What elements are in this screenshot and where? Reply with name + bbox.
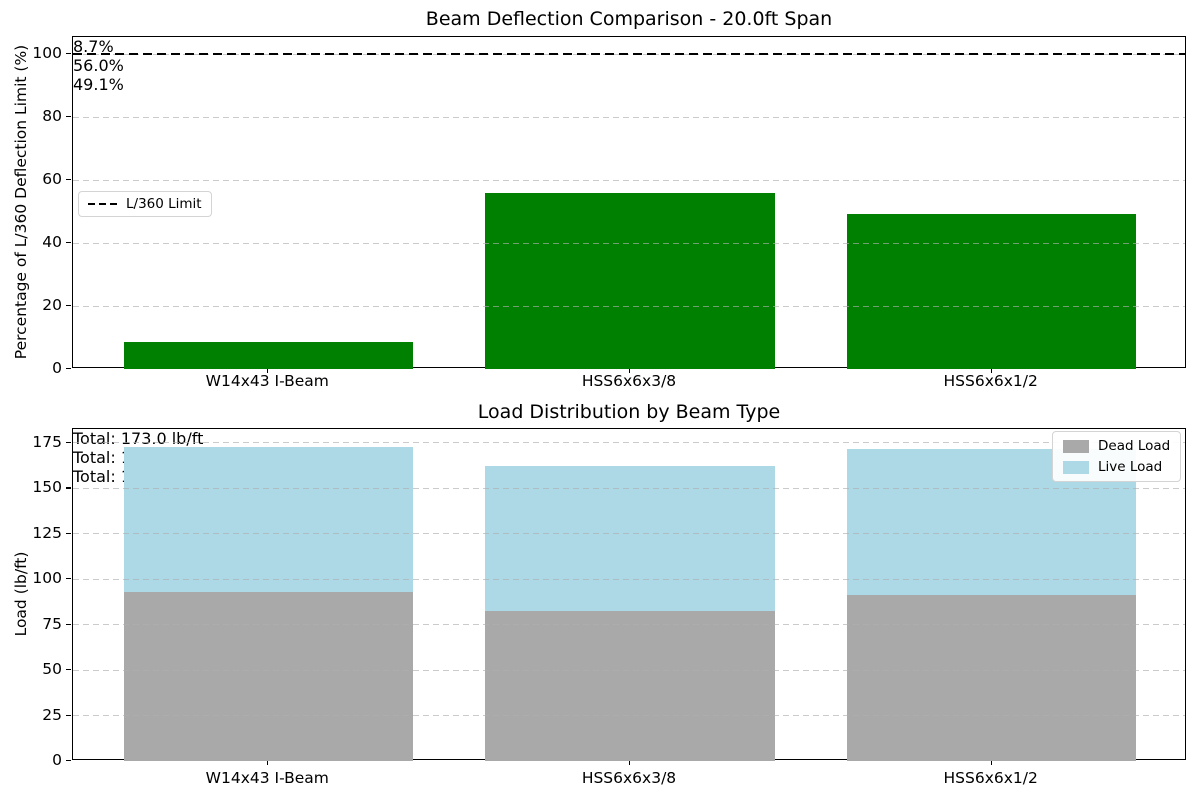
legend-entry: Dead Load bbox=[1063, 438, 1170, 454]
legend: Dead Load Live Load bbox=[1052, 431, 1182, 482]
y-tick-mark bbox=[66, 368, 71, 370]
y-tick-mark bbox=[66, 623, 71, 625]
total-value-label: Total: 173.0 lb/ft bbox=[73, 429, 204, 448]
gridline bbox=[73, 669, 1185, 671]
y-tick-mark bbox=[66, 532, 71, 535]
y-tick-label: 175 bbox=[32, 432, 62, 451]
y-tick-label: 20 bbox=[42, 296, 62, 314]
legend-color-patch bbox=[1063, 439, 1089, 453]
bar-value-label: 8.7% bbox=[73, 37, 114, 56]
legend-label: Live Load bbox=[1098, 459, 1163, 475]
x-tick-mark bbox=[990, 760, 992, 765]
y-tick-label: 100 bbox=[32, 569, 62, 588]
x-tick-mark bbox=[267, 760, 269, 765]
y-tick-label: 40 bbox=[42, 233, 62, 251]
deflection-bar bbox=[847, 214, 1137, 369]
deflection-bar bbox=[123, 341, 413, 369]
y-tick-label: 150 bbox=[32, 478, 62, 497]
y-tick-label: 80 bbox=[42, 107, 62, 125]
y-tick-mark bbox=[66, 242, 71, 244]
legend-entry: L/360 Limit bbox=[88, 196, 202, 212]
gridline bbox=[73, 242, 1185, 244]
chart-title: Load Distribution by Beam Type bbox=[477, 401, 781, 423]
y-tick-mark bbox=[66, 441, 71, 444]
gridline bbox=[73, 715, 1185, 717]
y-tick-label: 60 bbox=[42, 170, 62, 188]
y-tick-label: 0 bbox=[52, 751, 62, 769]
legend-label: Dead Load bbox=[1098, 438, 1171, 454]
live-load-bar bbox=[123, 446, 413, 592]
y-tick-label: 0 bbox=[52, 359, 62, 377]
gridline bbox=[73, 533, 1185, 535]
y-tick-mark bbox=[66, 669, 71, 671]
plot-area: 8.7% 56.0% 49.1% bbox=[72, 36, 1186, 369]
legend-label: L/360 Limit bbox=[126, 196, 202, 212]
bar-value-label: 49.1% bbox=[73, 75, 124, 94]
y-tick-mark bbox=[66, 760, 71, 762]
chart-title: Beam Deflection Comparison - 20.0ft Span bbox=[425, 8, 833, 30]
legend-color-patch bbox=[1063, 460, 1089, 474]
y-tick-label: 125 bbox=[32, 523, 62, 542]
x-tick-label: HSS6x6x3/8 bbox=[581, 769, 677, 787]
gridline bbox=[73, 442, 1185, 444]
dead-load-bar bbox=[847, 594, 1137, 761]
dashed-line-legend-marker bbox=[88, 203, 117, 205]
x-tick-mark bbox=[990, 368, 992, 373]
y-tick-mark bbox=[66, 53, 71, 55]
deflection-limit-line bbox=[73, 53, 1185, 55]
x-tick-label: HSS6x6x1/2 bbox=[943, 372, 1038, 390]
gridline bbox=[73, 487, 1185, 489]
y-tick-mark bbox=[66, 305, 71, 307]
x-tick-mark bbox=[629, 760, 631, 765]
y-tick-label: 75 bbox=[42, 614, 62, 633]
y-tick-label: 50 bbox=[42, 660, 62, 679]
legend-entry: Live Load bbox=[1063, 459, 1170, 475]
y-tick-mark bbox=[66, 116, 71, 118]
x-tick-label: HSS6x6x3/8 bbox=[581, 372, 677, 390]
gridline bbox=[73, 578, 1185, 580]
dead-load-bar bbox=[485, 610, 775, 761]
gridline bbox=[73, 624, 1185, 626]
x-tick-mark bbox=[267, 368, 269, 373]
gridline bbox=[73, 116, 1185, 118]
gridline bbox=[73, 305, 1185, 307]
legend: L/360 Limit bbox=[78, 191, 212, 217]
y-tick-label: 100 bbox=[32, 44, 62, 62]
y-tick-mark bbox=[66, 179, 71, 181]
deflection-bar bbox=[485, 192, 775, 369]
x-tick-mark bbox=[629, 368, 631, 373]
x-tick-label: HSS6x6x1/2 bbox=[943, 769, 1038, 787]
dead-load-bar bbox=[123, 592, 413, 761]
y-tick-mark bbox=[66, 714, 71, 716]
x-tick-label: W14x43 I-Beam bbox=[205, 769, 329, 787]
y-tick-mark bbox=[66, 487, 71, 489]
x-tick-label: W14x43 I-Beam bbox=[205, 372, 329, 390]
live-load-bar bbox=[485, 465, 775, 611]
y-tick-label: 25 bbox=[42, 705, 62, 724]
y-tick-mark bbox=[66, 578, 71, 580]
gridline bbox=[73, 179, 1185, 181]
bar-value-label: 56.0% bbox=[73, 56, 124, 75]
